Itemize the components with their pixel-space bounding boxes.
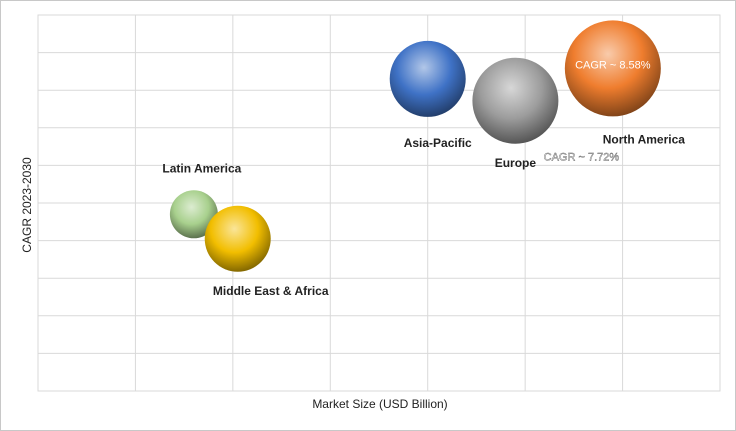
bubble-label: Latin America (162, 161, 241, 175)
x-axis-label: Market Size (USD Billion) (312, 397, 447, 411)
bubble (169, 190, 218, 239)
value-label: CAGR ~ 7.72% (544, 152, 620, 164)
bubble (204, 205, 271, 272)
bubble-label: North America (603, 133, 686, 147)
bubble-label: Europe (495, 156, 537, 170)
bubble-label: Asia-Pacific (404, 136, 472, 150)
bubble (564, 20, 661, 117)
bubble (389, 40, 466, 117)
value-label: CAGR ~ 8.58% (575, 59, 651, 71)
bubble-label: Middle East & Africa (213, 284, 329, 298)
bubble (472, 57, 559, 144)
y-axis-label: CAGR 2023-2030 (20, 157, 34, 253)
